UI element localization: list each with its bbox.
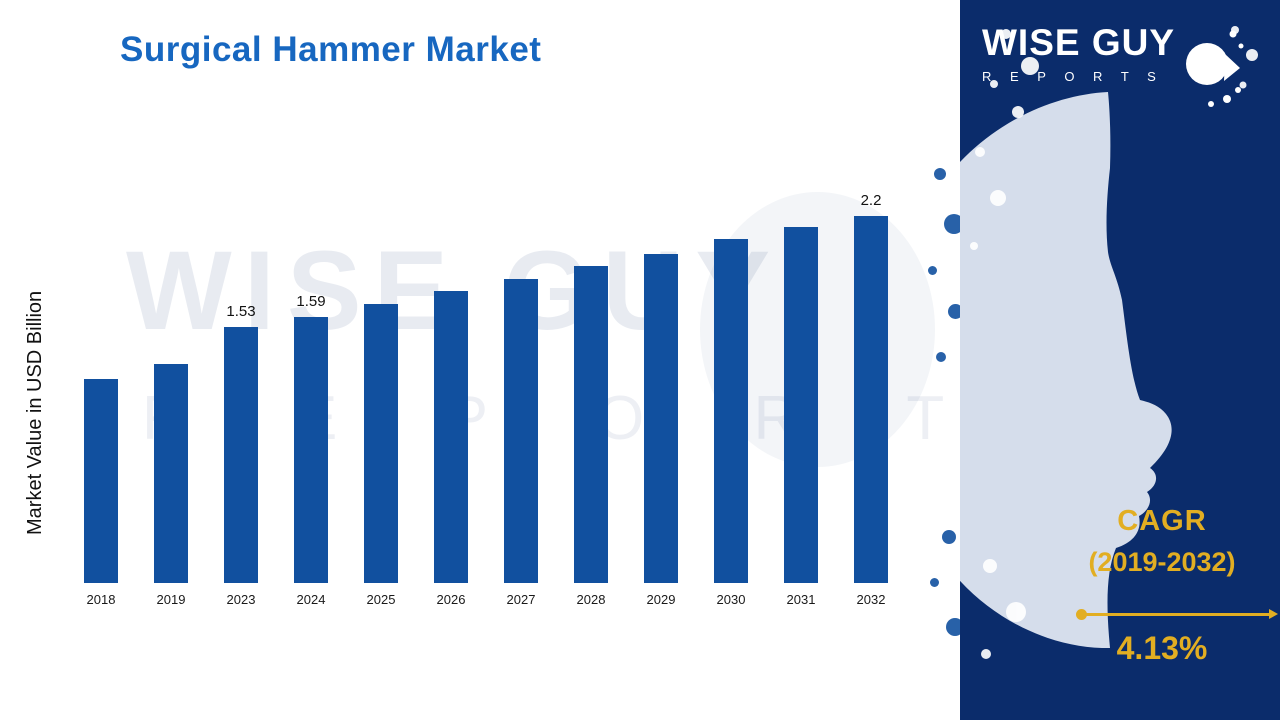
divider-arrow-icon — [1269, 609, 1278, 619]
bar-column: 2027 — [504, 255, 538, 607]
bar-value-label: 1.53 — [226, 303, 256, 320]
x-axis-label: 2031 — [786, 592, 816, 607]
x-axis-label: 2032 — [856, 592, 886, 607]
brand-logo-name: WISE GUY — [982, 22, 1176, 63]
decorative-dot — [946, 618, 964, 636]
decorative-dot — [944, 214, 964, 234]
decorative-dot — [942, 530, 956, 544]
bar — [84, 379, 118, 583]
bar-column: 2025 — [364, 280, 398, 607]
x-axis-label: 2025 — [366, 592, 396, 607]
bar-column: 2.2 2032 — [854, 192, 888, 607]
bar — [644, 254, 678, 583]
bar-column: 2029 — [644, 230, 678, 607]
brand-logo: WISE GUY R E P O R T S — [982, 24, 1245, 110]
cagr-period: (2019-2032) — [1088, 547, 1236, 577]
logo-face-icon — [1186, 30, 1244, 107]
bar-column: 2028 — [574, 242, 608, 607]
brand-logo-text: WISE GUY R E P O R T S — [982, 24, 1175, 84]
x-axis-label: 2027 — [506, 592, 536, 607]
x-axis-label: 2019 — [156, 592, 186, 607]
cagr-value: 4.13% — [1116, 630, 1208, 666]
divider-dot — [1076, 609, 1087, 620]
x-axis-label: 2023 — [226, 592, 256, 607]
cagr-divider-line — [1076, 609, 1278, 620]
y-axis-label: Market Value in USD Billion — [24, 290, 46, 535]
bar-column: 1.59 2024 — [294, 293, 328, 607]
x-axis-label: 2030 — [716, 592, 746, 607]
bar — [154, 364, 188, 583]
x-axis-label: 2028 — [576, 592, 606, 607]
bar — [434, 291, 468, 583]
bar-column: 2018 — [84, 355, 118, 607]
bar — [714, 239, 748, 583]
bar-value-label: 1.59 — [296, 293, 326, 310]
decorative-dot — [928, 266, 937, 275]
bar-chart: 2018 2019 1.53 2023 1.59 2024 2025 2026 2027 2028… — [84, 162, 888, 607]
bar — [854, 216, 888, 583]
decorative-dot — [934, 168, 946, 180]
bar — [574, 266, 608, 583]
bar-column: 2031 — [784, 203, 818, 607]
bar-column: 2030 — [714, 215, 748, 607]
cagr-label: CAGR — [1117, 505, 1207, 537]
x-axis-label: 2026 — [436, 592, 466, 607]
bar-column: 2019 — [154, 340, 188, 607]
bar — [784, 227, 818, 583]
bar — [364, 304, 398, 583]
bar — [504, 279, 538, 583]
page-title: Surgical Hammer Market — [120, 30, 542, 69]
brand-logo-tagline: R E P O R T S — [982, 69, 1164, 84]
x-axis-label: 2024 — [296, 592, 326, 607]
brand-side-panel: WISE GUY R E P O R T S CAGR (2019-2032) — [960, 0, 1280, 720]
bar — [224, 327, 258, 583]
bar — [294, 317, 328, 583]
decorative-dot — [936, 352, 946, 362]
head-silhouette-icon — [960, 26, 1258, 659]
bar-column: 2026 — [434, 267, 468, 607]
cagr-block: CAGR (2019-2032) — [1050, 505, 1274, 578]
x-axis-label: 2018 — [86, 592, 116, 607]
bar-column: 1.53 2023 — [224, 303, 258, 607]
bar-value-label: 2.2 — [860, 192, 882, 209]
decorative-dot — [930, 578, 939, 587]
x-axis-label: 2029 — [646, 592, 676, 607]
